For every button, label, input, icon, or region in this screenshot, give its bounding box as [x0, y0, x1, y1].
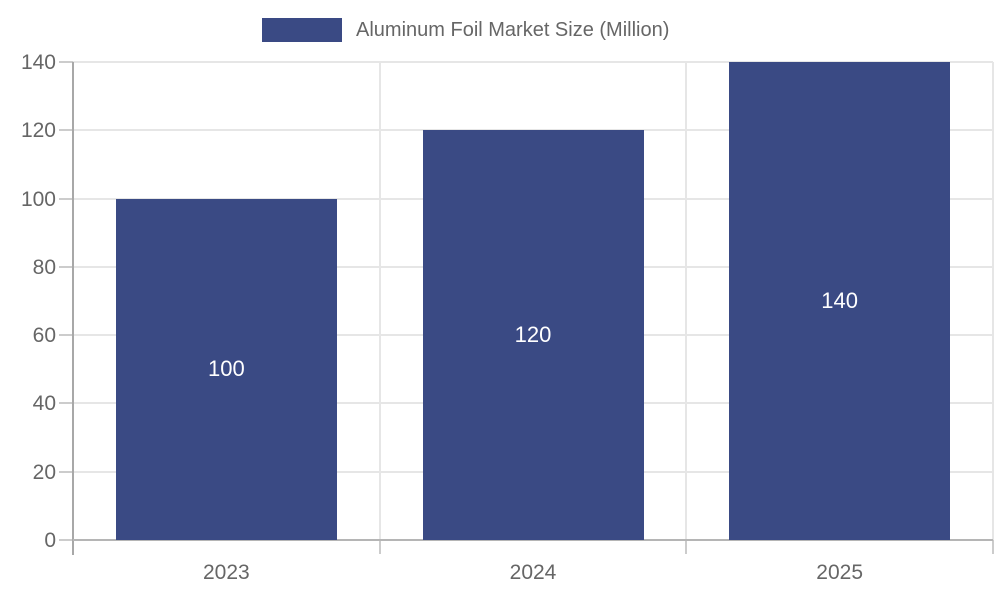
y-axis-tick	[59, 470, 73, 473]
y-axis-tick-label: 40	[32, 392, 56, 416]
x-axis-tick	[378, 540, 381, 554]
legend[interactable]: Aluminum Foil Market Size (Million)	[262, 18, 669, 42]
x-axis-tick	[685, 540, 688, 554]
x-axis-tick	[992, 540, 994, 554]
y-axis-tick	[59, 129, 73, 132]
y-axis-tick	[59, 402, 73, 405]
x-axis-tick-label: 2023	[202, 561, 250, 584]
y-axis-tick	[59, 265, 73, 268]
y-axis-tick-label: 80	[32, 255, 56, 279]
bar-2023[interactable]	[115, 198, 337, 540]
legend-label: Aluminum Foil Market Size (Million)	[356, 19, 670, 41]
y-axis-tick	[59, 197, 73, 200]
y-axis-tick-label: 100	[20, 187, 56, 211]
x-axis-tick-label: 2024	[509, 561, 557, 584]
bar-value-label: 140	[821, 288, 859, 313]
legend-swatch-icon	[262, 18, 342, 42]
y-axis-tick-label: 0	[44, 529, 56, 552]
y-axis-tick-label: 120	[20, 119, 56, 143]
x-gridline	[378, 62, 381, 540]
y-axis-tick	[59, 61, 73, 63]
y-axis-line	[72, 62, 74, 555]
y-axis-tick-label: 20	[32, 460, 56, 484]
y-axis-tick-label: 140	[20, 51, 56, 74]
bar-2024[interactable]	[422, 130, 644, 540]
y-axis-tick	[59, 539, 73, 541]
y-axis-tick	[59, 334, 73, 337]
bar-value-label: 120	[514, 322, 552, 348]
y-axis-tick-label: 60	[32, 324, 56, 348]
y-gridline	[73, 61, 993, 63]
x-axis-tick-label: 2025	[816, 561, 864, 584]
bar-2025[interactable]	[729, 62, 951, 540]
x-gridline	[992, 62, 994, 540]
x-axis-line	[73, 539, 993, 541]
x-gridline	[685, 62, 688, 540]
bar-value-label: 100	[207, 356, 245, 382]
